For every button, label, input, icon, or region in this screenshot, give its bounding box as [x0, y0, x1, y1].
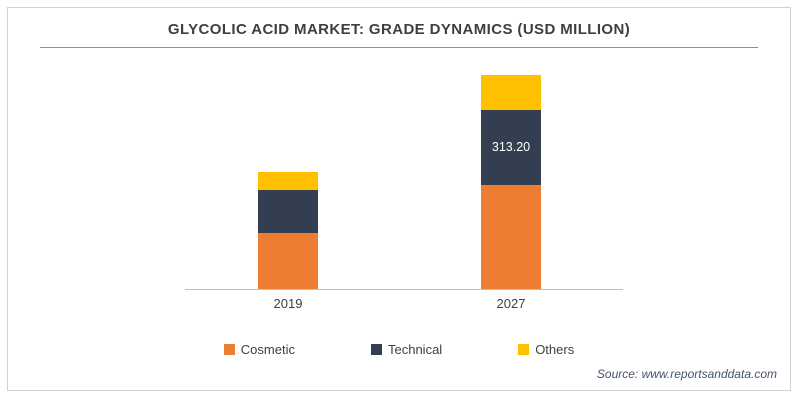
legend-item-technical: Technical: [370, 342, 443, 357]
x-axis-label-2027: 2027: [496, 296, 526, 311]
chart-title: GLYCOLIC ACID MARKET: GRADE DYNAMICS (US…: [167, 21, 631, 38]
legend-label-technical: Technical: [387, 342, 443, 357]
data-label-2027-technical: 313.20: [491, 140, 531, 155]
legend: Cosmetic Technical Others: [8, 342, 790, 357]
x-axis-label-2019: 2019: [273, 296, 303, 311]
stacked-bar-2019: [258, 171, 318, 289]
bar-segment-2027-cosmetic: [481, 184, 541, 289]
plot-area: 313.20 2019 2027: [8, 8, 790, 311]
bar-segment-2027-others: [481, 74, 541, 110]
bar-segment-2019-others: [258, 171, 318, 190]
bar-segment-2027-technical: 313.20: [481, 109, 541, 185]
x-axis-line: [185, 289, 623, 290]
legend-swatch-technical: [370, 344, 382, 355]
legend-item-others: Others: [518, 342, 574, 357]
legend-swatch-cosmetic: [223, 344, 235, 355]
legend-label-cosmetic: Cosmetic: [240, 342, 295, 357]
legend-label-others: Others: [535, 342, 575, 357]
bar-segment-2019-cosmetic: [258, 232, 318, 289]
legend-item-cosmetic: Cosmetic: [223, 342, 295, 357]
bar-segment-2019-technical: [258, 189, 318, 233]
source-text: Source: www.reportsanddata.com: [596, 367, 777, 381]
legend-swatch-others: [518, 344, 530, 355]
stacked-bar-2027: 313.20: [481, 74, 541, 289]
title-divider: [40, 47, 758, 48]
chart-frame: GLYCOLIC ACID MARKET: GRADE DYNAMICS (US…: [7, 7, 791, 391]
